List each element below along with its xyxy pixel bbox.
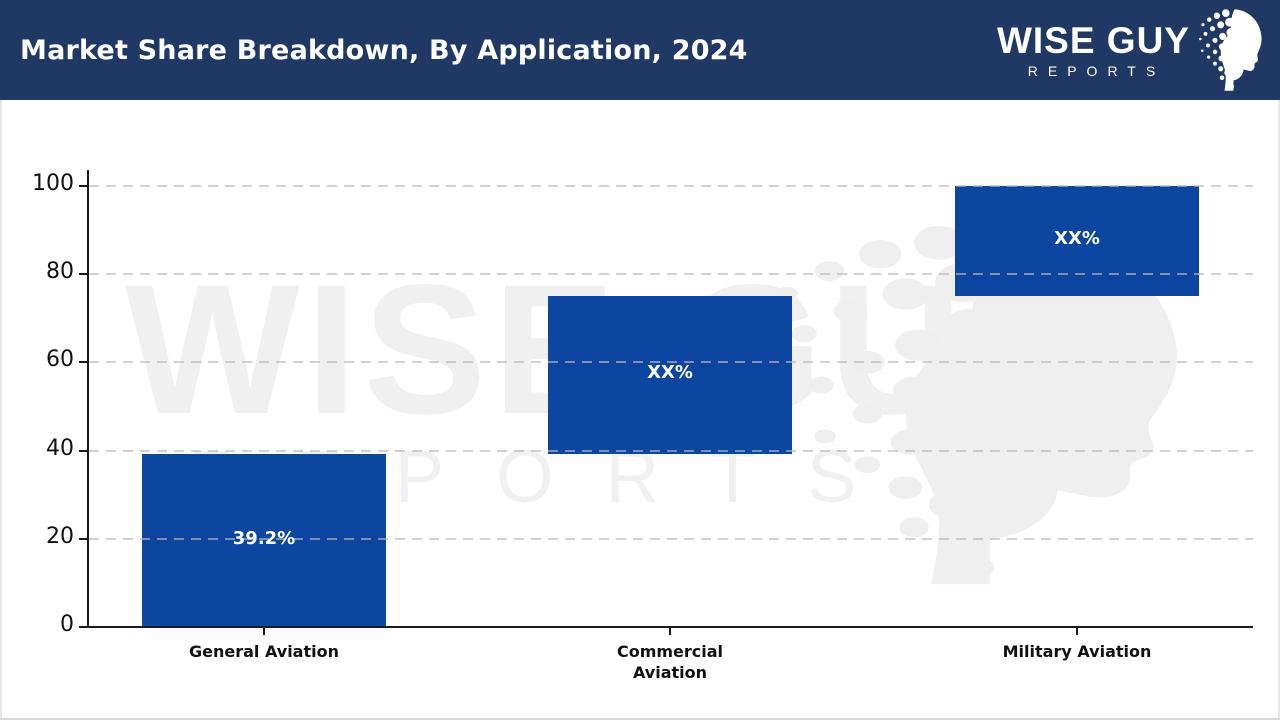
chart-title: Market Share Breakdown, By Application, …: [20, 34, 748, 66]
x-tick-mark: [669, 628, 671, 635]
y-axis-spine: [87, 170, 89, 628]
brand-logo-text: WISE GUY REPORTS: [997, 22, 1190, 79]
y-tick-mark: [79, 185, 87, 187]
x-tick-mark: [1076, 628, 1078, 635]
bar-value-label: 39.2%: [232, 527, 296, 549]
brand-logo: WISE GUY REPORTS: [997, 8, 1264, 92]
bar: [142, 454, 386, 627]
y-tick-label: 0: [60, 612, 74, 637]
y-tick-label: 60: [46, 347, 74, 373]
x-category-label: Military Aviation: [907, 641, 1247, 662]
bar-value-label: XX%: [647, 362, 693, 384]
logo-sub-text: REPORTS: [1027, 62, 1166, 79]
header-bar: Market Share Breakdown, By Application, …: [0, 0, 1280, 100]
gridline: [89, 273, 1253, 276]
y-tick-mark: [79, 449, 87, 452]
canvas-bottom-border: [0, 718, 1280, 720]
canvas-right-border: [1278, 100, 1280, 720]
y-tick-label: 40: [46, 435, 74, 461]
bar-value-label: XX%: [1054, 228, 1100, 250]
x-tick-mark: [263, 628, 265, 635]
y-tick-mark: [79, 273, 87, 276]
gridline: [89, 361, 1253, 364]
x-category-label: General Aviation: [94, 641, 434, 662]
gridline: [89, 449, 1253, 452]
bar: [955, 186, 1199, 297]
y-tick-mark: [79, 626, 87, 628]
y-tick-label: 100: [32, 171, 74, 196]
x-axis-spine: [87, 626, 1253, 628]
x-category-label: Commercial Aviation: [500, 641, 840, 683]
y-tick-label: 20: [46, 523, 74, 549]
x-category-label-line: Military Aviation: [1002, 642, 1152, 661]
wise-guy-face-icon: [1194, 8, 1264, 92]
x-category-label-line: General Aviation: [188, 642, 339, 661]
x-category-label-line: Commercial: [616, 642, 724, 661]
y-tick-mark: [79, 361, 87, 364]
bar: [548, 296, 792, 455]
canvas-left-border: [0, 100, 2, 720]
gridline: [89, 537, 1253, 540]
y-tick-mark: [79, 537, 87, 540]
gridline: [89, 185, 1253, 187]
logo-brand-text: WISE GUY: [996, 19, 1190, 61]
y-tick-label: 80: [46, 259, 74, 285]
x-category-label-line: Aviation: [632, 663, 708, 682]
